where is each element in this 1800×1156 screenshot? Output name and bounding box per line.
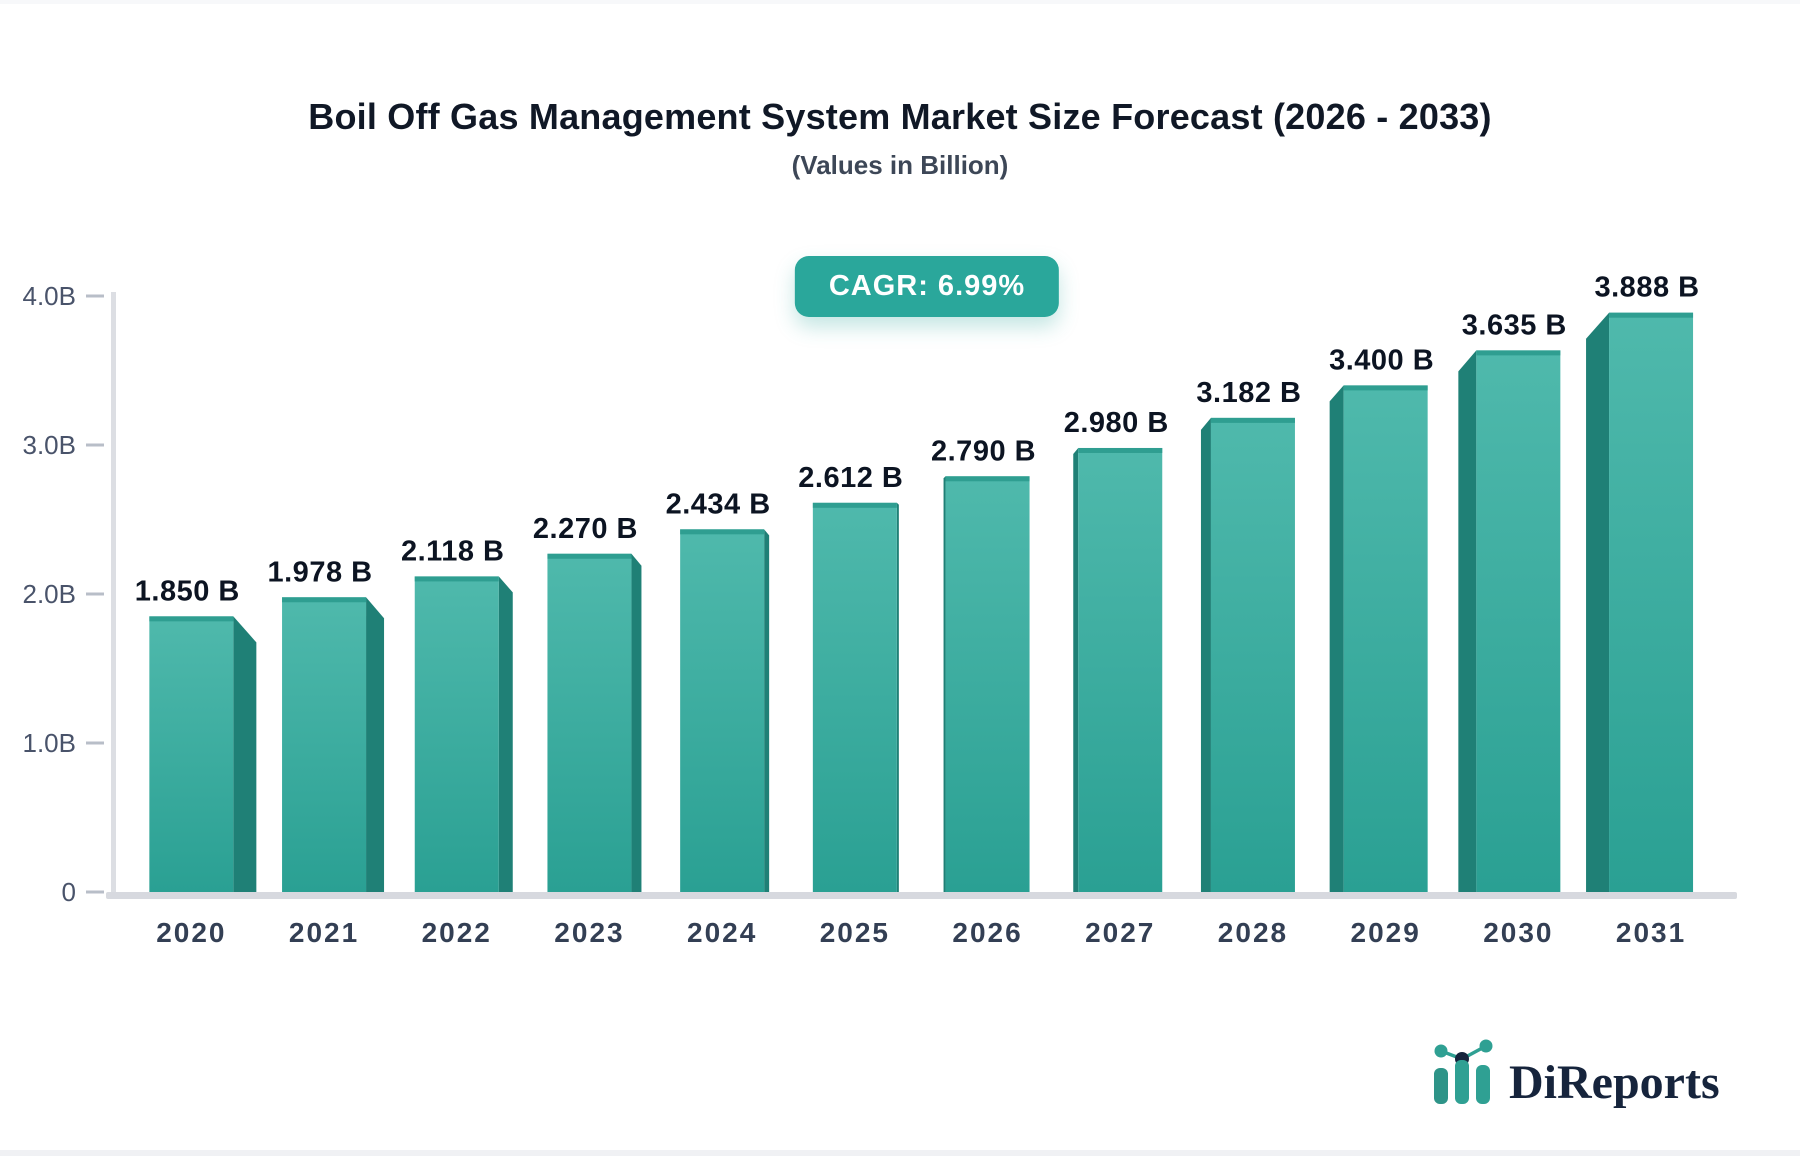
y-tick-label: 2.0B — [23, 579, 77, 609]
bar-top-edge — [1343, 385, 1428, 391]
bar-side-3d — [631, 553, 642, 892]
brand-logo: DiReports — [1432, 1038, 1720, 1109]
y-tick-label: 3.0B — [23, 430, 77, 460]
x-tick-label: 2030 — [1483, 917, 1553, 948]
bar-top-edge — [1078, 447, 1163, 453]
bar-value-label: 2.790 B — [931, 435, 1036, 467]
bar — [1343, 385, 1428, 892]
x-tick-label: 2022 — [422, 917, 492, 948]
bar-value-label: 2.980 B — [1064, 407, 1169, 439]
chart-svg: 0 1.0B 2.0B 3.0B 4.0B 1.850 B 2020 1.978 B 2021 2… — [23, 272, 1737, 948]
bar-value-label: 2.270 B — [533, 513, 638, 545]
bar-top-edge — [945, 476, 1030, 482]
x-tick-label: 2021 — [289, 917, 359, 948]
bar-top-edge — [680, 529, 765, 535]
bar-value-label: 2.434 B — [666, 488, 771, 520]
bar — [149, 616, 234, 892]
x-tick-label: 2027 — [1085, 917, 1155, 948]
bar-top-edge — [282, 597, 367, 603]
bar-top-edge — [149, 616, 234, 622]
bar-side-3d — [498, 576, 513, 892]
bar-top-edge — [812, 502, 897, 508]
bar-value-label: 2.612 B — [798, 462, 903, 494]
bar-side-3d — [896, 502, 899, 892]
bar-chart-trend-icon — [1434, 1039, 1493, 1104]
bar-side-3d — [1458, 350, 1477, 892]
bar — [680, 529, 765, 892]
chart-title: Boil Off Gas Management System Market Si… — [308, 96, 1492, 137]
bar-side-3d — [233, 616, 257, 892]
x-tick-label: 2031 — [1616, 917, 1686, 948]
bar — [812, 502, 897, 892]
bar-side-3d — [764, 529, 770, 892]
brand-logo-text: DiReports — [1509, 1056, 1720, 1109]
bar-top-edge — [1609, 312, 1694, 318]
x-baseline — [106, 892, 1737, 899]
bar-top-edge — [547, 553, 632, 559]
bar-top-edge — [414, 576, 499, 582]
chart-subtitle: (Values in Billion) — [791, 150, 1009, 180]
x-tick-label: 2028 — [1218, 917, 1288, 948]
x-tick-label: 2025 — [820, 917, 890, 948]
bar — [414, 576, 499, 892]
y-tick-label: 0 — [62, 877, 76, 907]
bar — [1078, 447, 1163, 892]
x-tick-label: 2020 — [156, 917, 226, 948]
y-axis-line — [111, 292, 116, 898]
y-tick-label: 4.0B — [23, 281, 77, 311]
bar-side-3d — [1586, 312, 1610, 892]
bar — [1210, 417, 1295, 892]
bar-value-label: 2.118 B — [401, 535, 504, 567]
bar-value-label: 3.182 B — [1196, 377, 1301, 409]
bar-side-3d — [1073, 447, 1079, 892]
bar-value-label: 1.978 B — [268, 556, 373, 588]
x-tick-label: 2029 — [1351, 917, 1421, 948]
bar-side-3d — [366, 597, 385, 892]
cagr-badge: CAGR: 6.99% — [794, 256, 1060, 317]
bar-value-label: 3.400 B — [1329, 344, 1434, 376]
x-tick-label: 2024 — [687, 917, 757, 948]
bar — [282, 597, 367, 892]
bar — [1609, 312, 1694, 892]
bar — [547, 553, 632, 892]
x-tick-label: 2023 — [554, 917, 624, 948]
bar — [945, 476, 1030, 892]
bar-side-3d — [943, 476, 946, 892]
bar-top-edge — [1210, 417, 1295, 423]
bar-top-edge — [1476, 350, 1561, 356]
bar-value-label: 1.850 B — [135, 575, 240, 607]
bar-value-label: 3.888 B — [1595, 272, 1700, 304]
bar-side-3d — [1200, 417, 1211, 892]
bar-side-3d — [1329, 385, 1344, 892]
bar-value-label: 3.635 B — [1462, 309, 1567, 341]
x-tick-label: 2026 — [952, 917, 1022, 948]
bar — [1476, 350, 1561, 892]
y-tick-label: 1.0B — [23, 728, 77, 758]
